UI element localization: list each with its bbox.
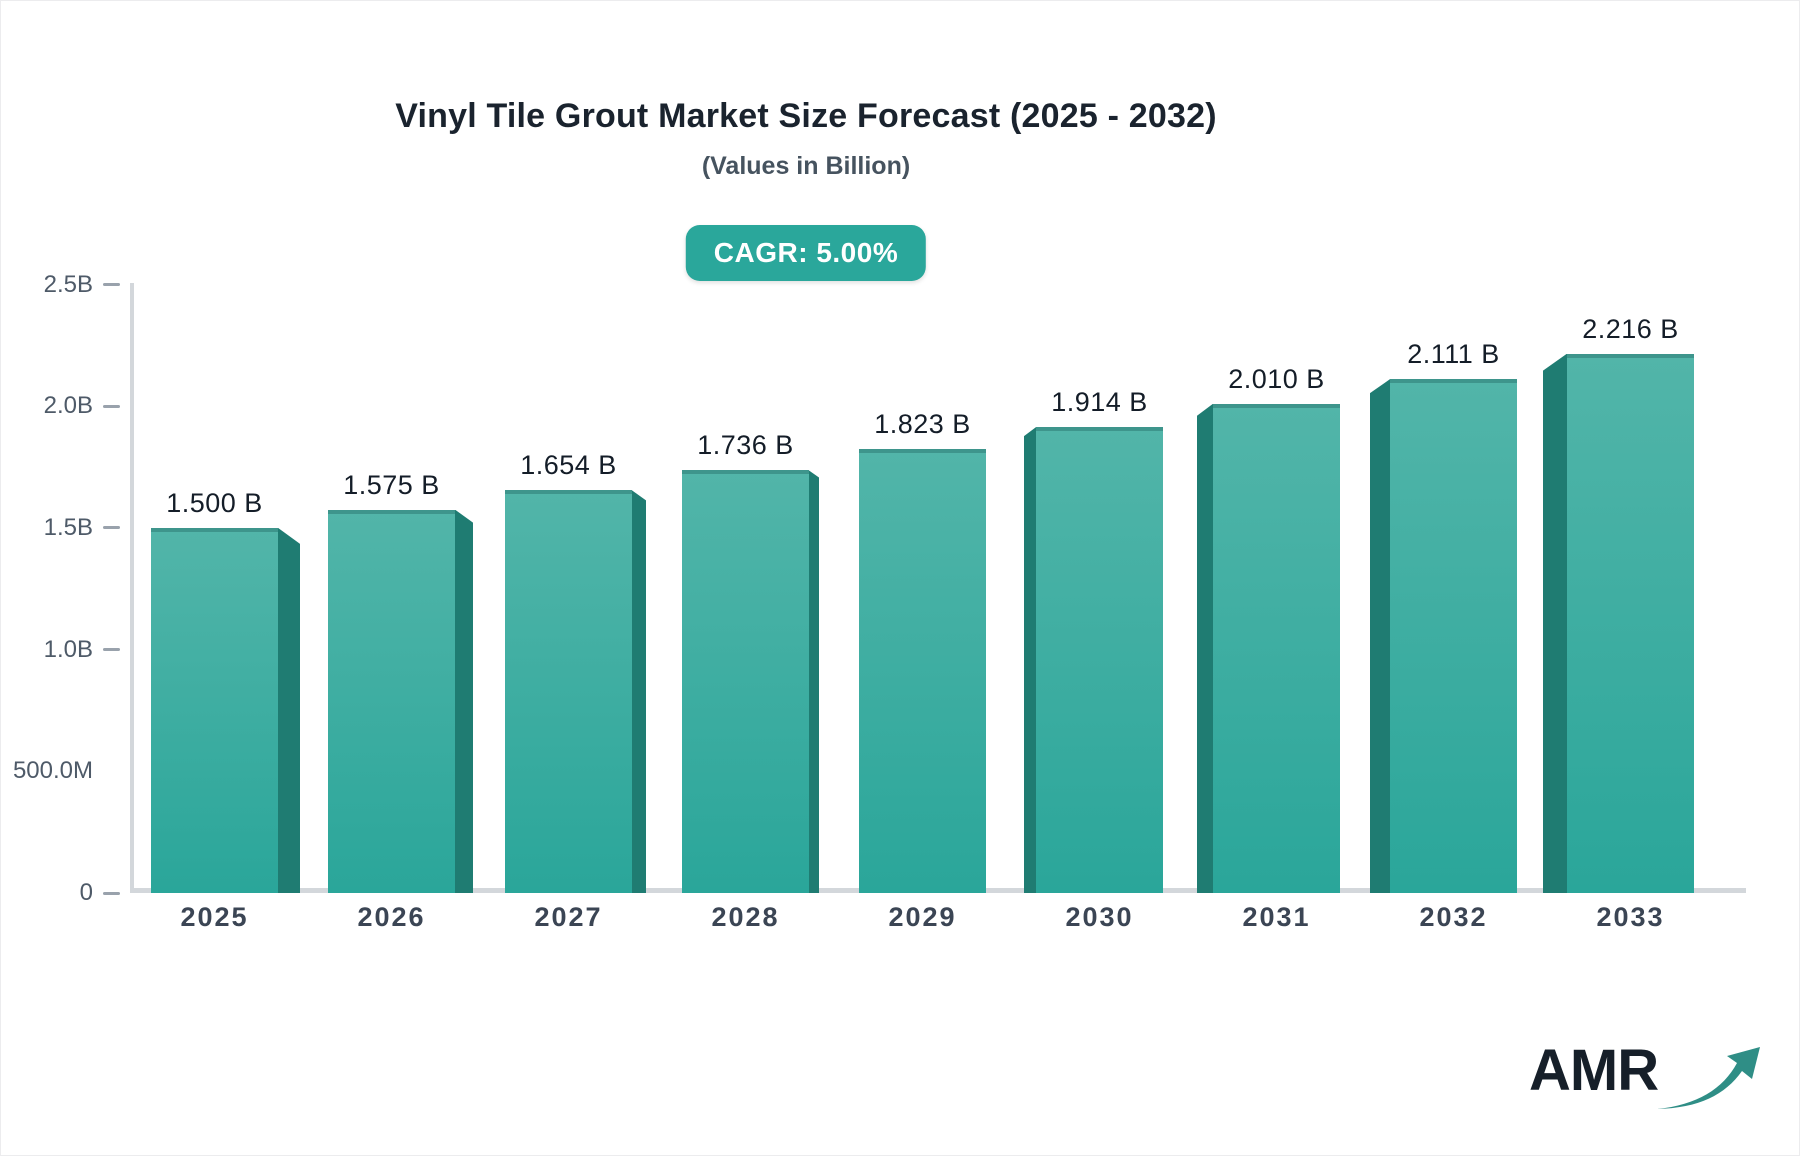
x-axis-label: 2029 [888,902,957,932]
y-tick-label: 0 [79,879,93,906]
cagr-badge: CAGR: 5.00% [685,225,927,281]
y-tick-dash [103,648,120,652]
y-tick-label: 1.0B [43,635,93,663]
bar-face-2030 [1036,427,1163,893]
bar-face-2026 [328,509,455,893]
y-tick-label: 2.5B [43,270,93,298]
y-tick-dash [103,526,120,530]
x-axis-label: 2031 [1242,902,1311,932]
y-axis-line [130,282,134,893]
bar-value-label: 2.010 B [1228,363,1325,394]
bar-value-label: 1.654 B [520,450,617,481]
x-axis-label: 2033 [1596,902,1665,932]
bar-side-2032 [1370,379,1390,893]
bar-side-2030 [1024,427,1036,893]
amr-logo: AMR [1529,1037,1760,1123]
x-axis-label: 2026 [357,902,426,932]
bar-face-2028 [682,470,809,893]
bar-face-2033 [1567,353,1694,893]
bar-value-label: 2.216 B [1582,313,1679,344]
bar-face-2031 [1213,403,1340,893]
x-axis-label: 2025 [180,902,249,932]
y-tick-dash [103,404,120,408]
bar-value-label: 1.914 B [1051,387,1148,418]
x-axis-label: 2027 [534,902,603,932]
bar-side-2026 [455,509,473,893]
amr-logo-text: AMR [1529,1038,1659,1103]
bar-side-2033 [1543,353,1567,893]
bar-value-label: 2.111 B [1407,339,1500,370]
bar-value-label: 1.575 B [343,469,440,500]
bar-value-label: 1.823 B [874,409,971,440]
bar-face-2027 [505,490,632,893]
bar-side-2028 [809,470,819,893]
growth-arrow-icon [1657,1047,1760,1109]
chart-title: Vinyl Tile Grout Market Size Forecast (2… [395,97,1217,135]
y-tick-label: 500.0M [12,757,93,785]
y-tick-label: 1.5B [43,513,93,541]
x-axis-label: 2030 [1065,902,1134,932]
bar-face-2025 [151,527,278,893]
bar-side-2027 [632,490,646,893]
x-axis-label: 2032 [1419,902,1488,932]
bar-side-2031 [1197,403,1213,893]
bar-side-2025 [278,527,300,893]
y-tick-label: 2.0B [43,392,93,420]
bar-value-label: 1.500 B [166,487,263,518]
bar-face-2029 [859,449,986,893]
y-tick-dash [103,891,120,895]
bar-value-label: 1.736 B [697,430,794,461]
chart-header: Vinyl Tile Grout Market Size Forecast (2… [1,1,1611,181]
x-axis-label: 2028 [711,902,780,932]
chart-subtitle: (Values in Billion) [701,152,911,180]
y-tick-dash [103,283,120,286]
bar-face-2032 [1390,379,1517,893]
